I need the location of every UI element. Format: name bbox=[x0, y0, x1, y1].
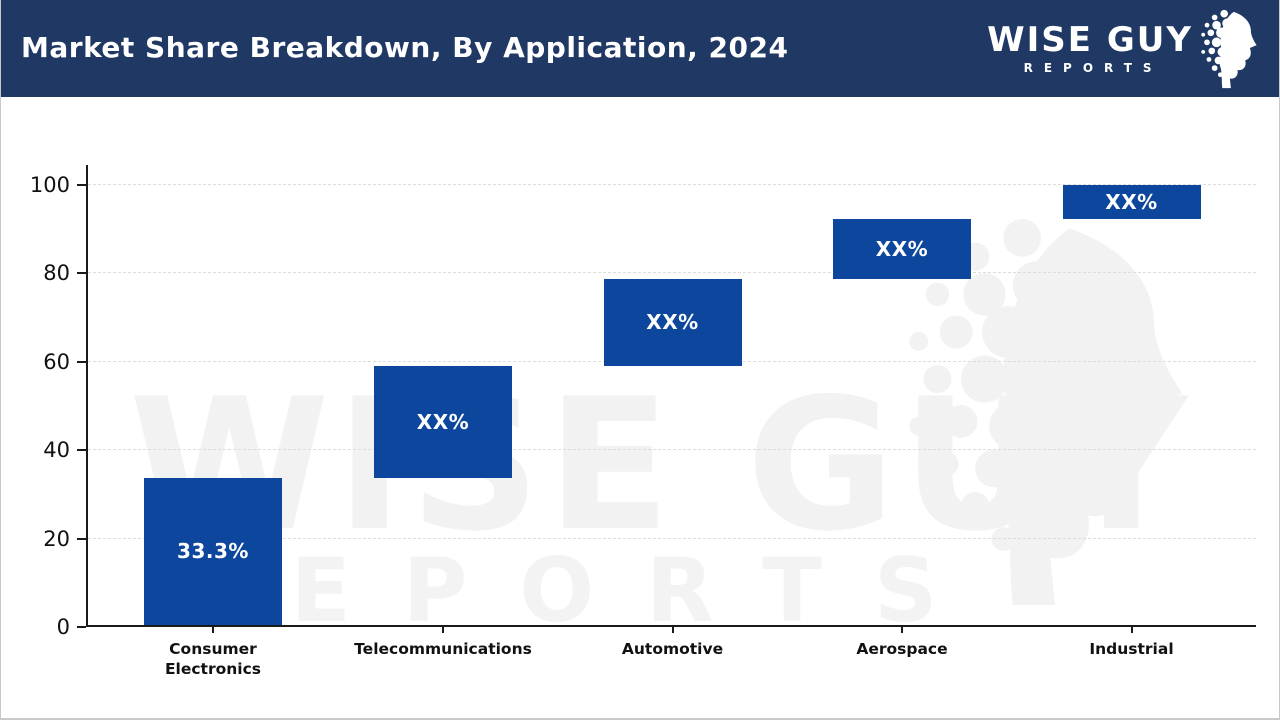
bar-value-label: 33.3% bbox=[177, 539, 249, 564]
y-tick-mark bbox=[77, 360, 86, 363]
category-label: Telecommunications bbox=[354, 640, 532, 658]
y-tick-mark bbox=[77, 537, 86, 540]
bar-value-label: XX% bbox=[416, 409, 470, 434]
logo-text: WISE GUY REPORTS bbox=[987, 23, 1193, 75]
category-label: Aerospace bbox=[856, 640, 948, 658]
y-tick-mark bbox=[77, 449, 86, 452]
page-title: Market Share Breakdown, By Application, … bbox=[21, 31, 789, 64]
category-label: Industrial bbox=[1089, 640, 1174, 658]
bar-segment: XX% bbox=[1062, 185, 1201, 220]
y-tick-label: 100 bbox=[29, 173, 70, 197]
bar-segment: XX% bbox=[603, 278, 742, 366]
x-tick-mark bbox=[1130, 627, 1133, 633]
grid-line bbox=[88, 272, 1256, 274]
y-tick-label: 40 bbox=[43, 438, 70, 463]
y-tick-mark bbox=[77, 272, 86, 275]
y-tick-label: 0 bbox=[56, 615, 70, 639]
category-label: Consumer Electronics bbox=[164, 640, 262, 679]
dotted-head-icon bbox=[1201, 9, 1257, 88]
bar-value-label: XX% bbox=[1105, 190, 1158, 215]
x-tick-mark bbox=[671, 627, 674, 633]
x-tick-mark bbox=[901, 627, 903, 633]
category-label: Automotive bbox=[621, 640, 724, 658]
header-bar: Market Share Breakdown, By Application, … bbox=[1, 0, 1279, 97]
y-tick-label: 60 bbox=[43, 349, 70, 374]
bar-segment: XX% bbox=[833, 219, 971, 279]
y-tick-label: 20 bbox=[43, 526, 70, 551]
bar-segment: 33.3% bbox=[144, 477, 282, 625]
plot-area: 0 20 40 60 80 100 33.3% XX% XX% XX% XX% Consumer El… bbox=[30, 165, 1256, 678]
y-tick-mark bbox=[77, 626, 86, 628]
x-tick-mark bbox=[442, 627, 444, 633]
grid-line bbox=[88, 537, 1256, 539]
logo-subtitle: REPORTS bbox=[1023, 60, 1163, 75]
logo-wordmark: WISE GUY bbox=[987, 19, 1193, 60]
bar-segment: XX% bbox=[374, 366, 512, 478]
x-tick-mark bbox=[212, 627, 214, 633]
y-tick-mark bbox=[77, 184, 86, 186]
bar-value-label: XX% bbox=[646, 310, 699, 335]
bar-value-label: XX% bbox=[875, 237, 929, 262]
grid-line bbox=[88, 184, 1256, 185]
grid-line bbox=[88, 449, 1256, 451]
wise-guy-reports-logo: WISE GUY REPORTS bbox=[987, 8, 1267, 90]
y-tick-label: 80 bbox=[43, 261, 70, 286]
